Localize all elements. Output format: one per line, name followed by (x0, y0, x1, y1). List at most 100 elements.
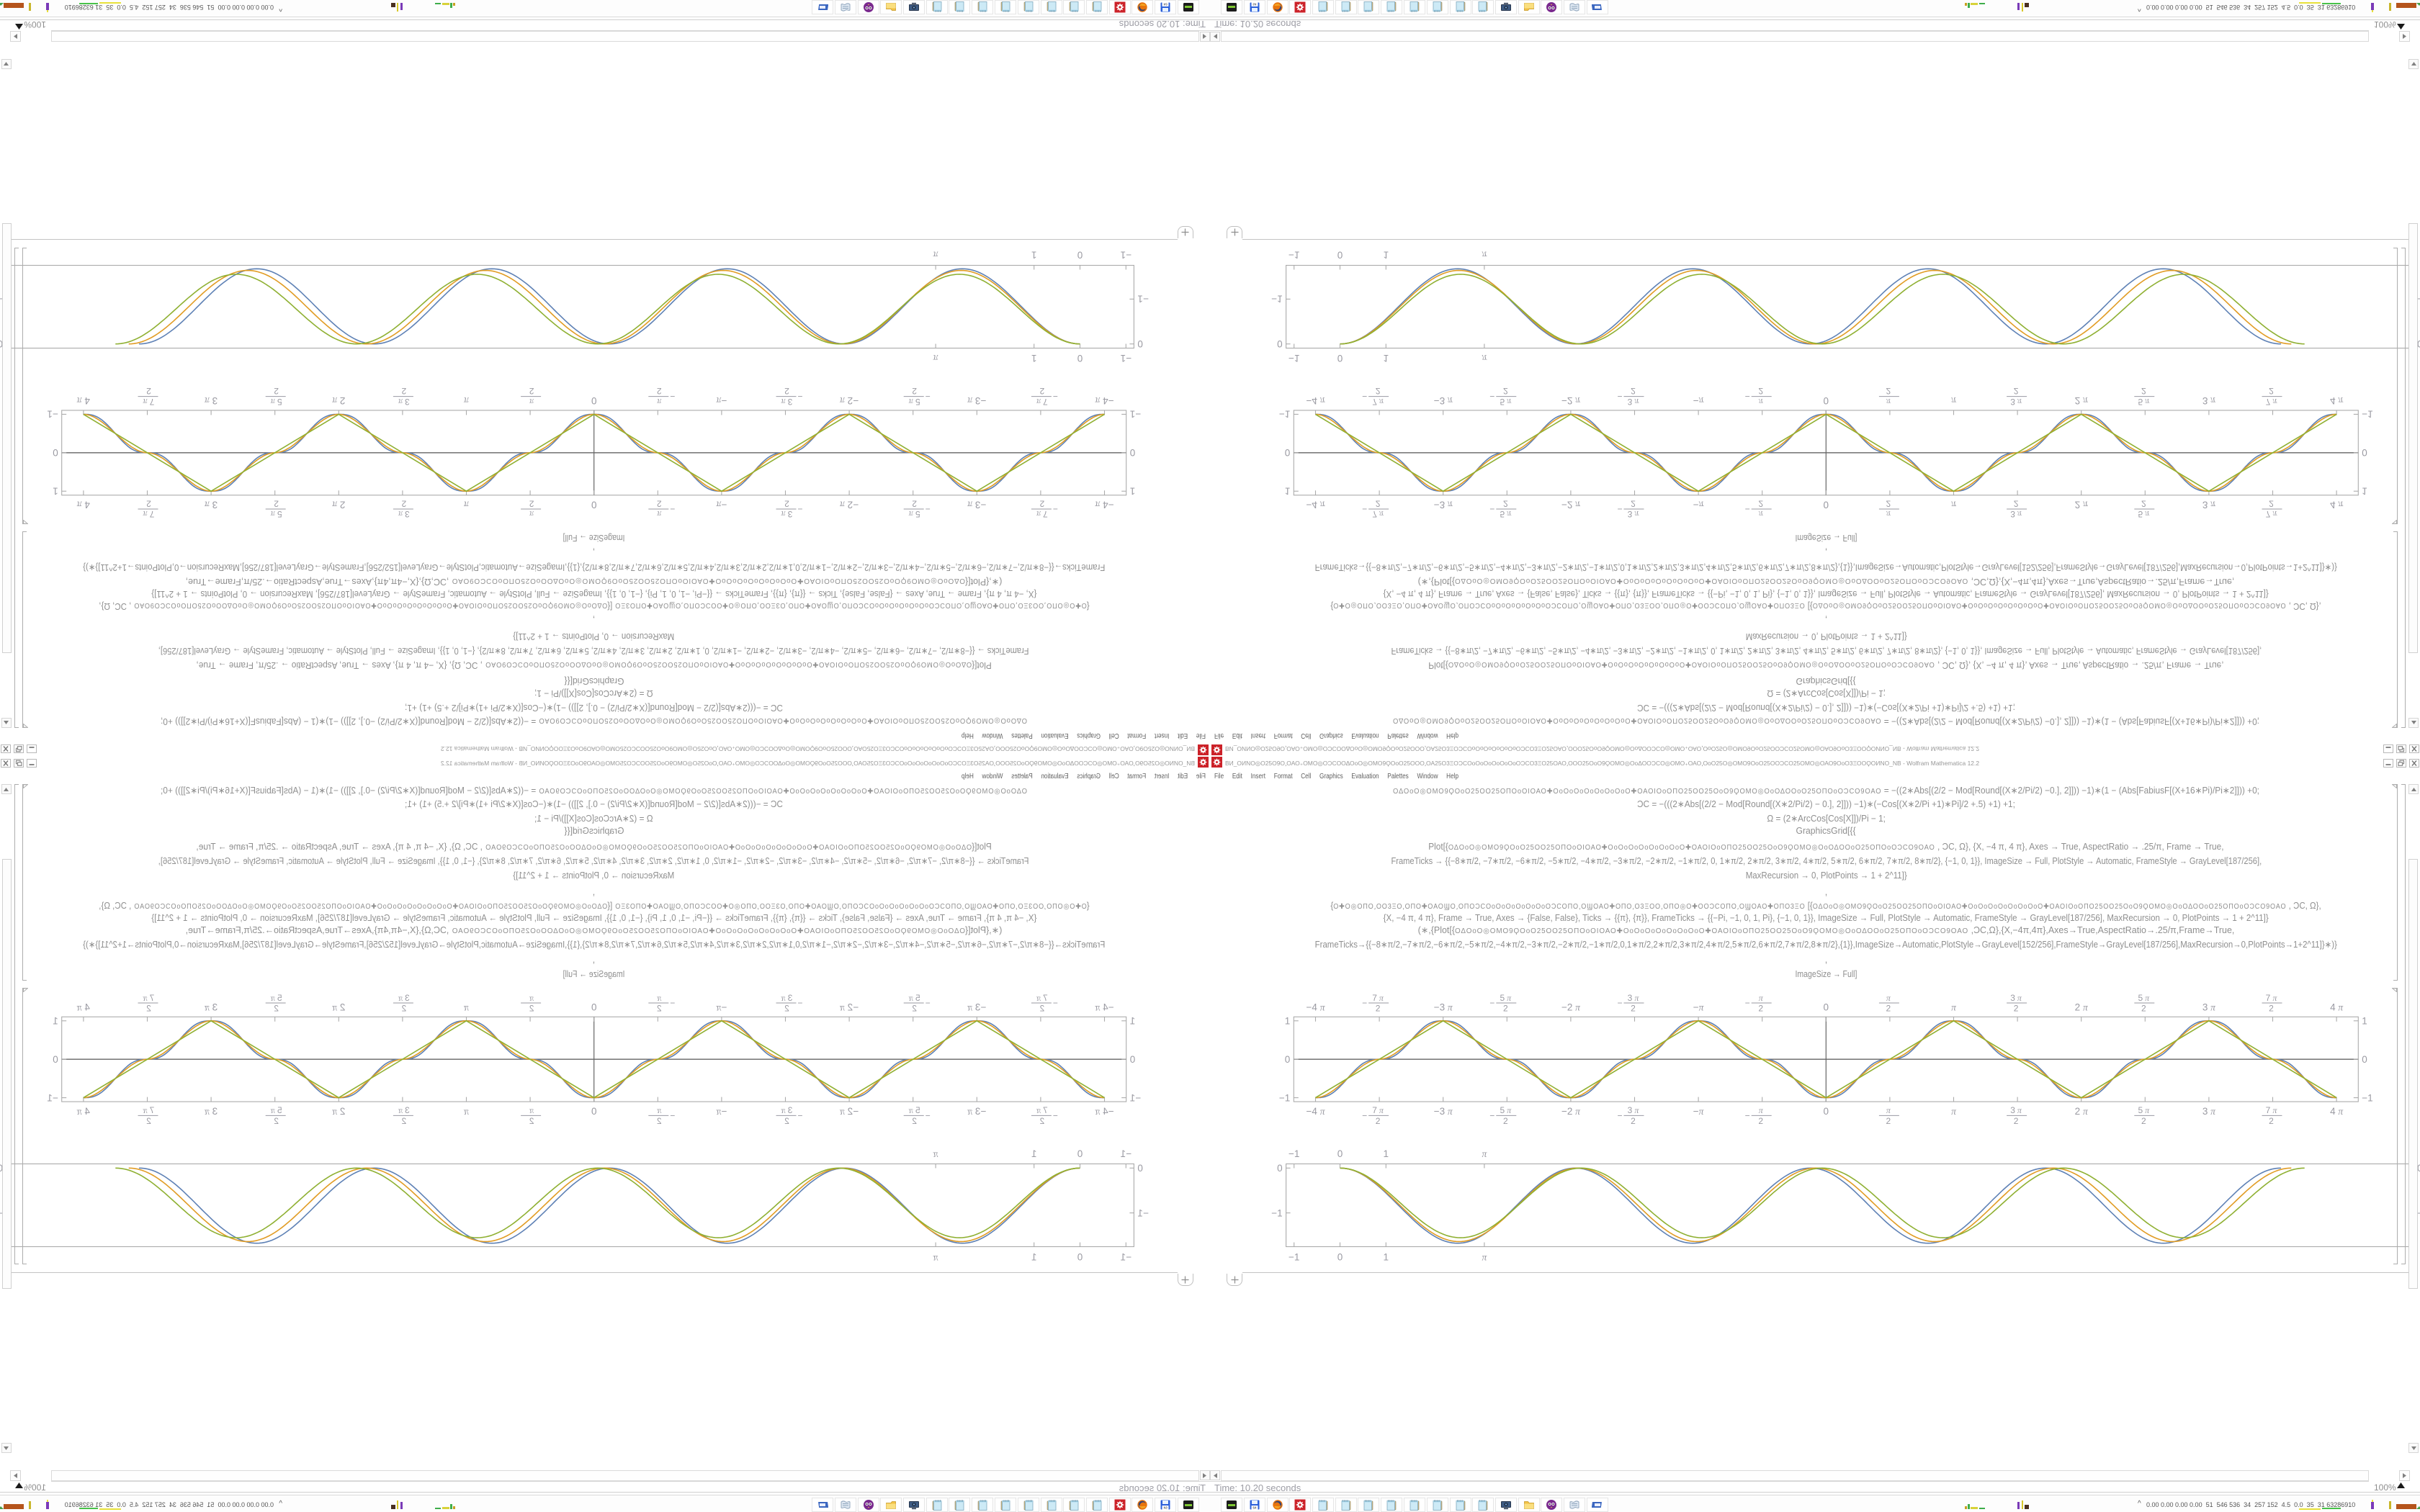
svg-text:2: 2 (657, 386, 662, 396)
svg-text:π: π (529, 397, 534, 407)
svg-text:π: π (1951, 395, 1957, 406)
svg-text:−1: −1 (47, 409, 58, 420)
svg-text:−1: −1 (2362, 409, 2372, 420)
svg-text:−π: −π (715, 395, 727, 406)
svg-text:1: 1 (1031, 1252, 1037, 1263)
svg-text:1: 1 (2362, 1016, 2367, 1027)
svg-text:−4 π: −4 π (1307, 500, 1326, 510)
svg-text:2: 2 (1039, 1116, 1044, 1126)
svg-text:2 π: 2 π (331, 395, 345, 406)
svg-text:3 π: 3 π (398, 509, 410, 519)
svg-text:5 π: 5 π (270, 509, 282, 519)
svg-text:2: 2 (657, 1116, 662, 1126)
svg-text:π: π (932, 249, 938, 260)
svg-text:3 π: 3 π (1628, 397, 1640, 407)
svg-text:0: 0 (1824, 1002, 1829, 1012)
svg-text:2: 2 (529, 499, 534, 509)
svg-text:−1: −1 (1271, 294, 1282, 305)
svg-text:2: 2 (1631, 499, 1636, 509)
svg-text:π: π (1759, 1105, 1764, 1115)
svg-text:2: 2 (1503, 499, 1508, 509)
svg-text:−1: −1 (2362, 1092, 2372, 1103)
svg-text:0: 0 (2362, 447, 2367, 458)
svg-text:5 π: 5 π (2138, 1105, 2150, 1115)
svg-text:2: 2 (912, 386, 917, 396)
svg-text:−1: −1 (1121, 353, 1131, 364)
svg-text:−1: −1 (0, 1207, 3, 1218)
svg-text:2 π: 2 π (2075, 1106, 2089, 1117)
svg-text:2: 2 (529, 1004, 534, 1014)
svg-text:−4 π: −4 π (1307, 1002, 1326, 1012)
svg-text:−: − (1617, 998, 1622, 1008)
svg-text:−: − (1489, 504, 1494, 514)
svg-text:2: 2 (1503, 1116, 1508, 1126)
svg-text:2: 2 (2014, 499, 2019, 509)
svg-text:0: 0 (0, 1163, 3, 1174)
svg-text:4 π: 4 π (2330, 395, 2344, 406)
svg-text:4 π: 4 π (76, 395, 90, 406)
svg-text:0: 0 (1130, 1054, 1136, 1065)
svg-text:3 π: 3 π (1628, 509, 1640, 519)
svg-text:3 π: 3 π (2202, 395, 2216, 406)
svg-text:7 π: 7 π (1372, 509, 1384, 519)
svg-text:0: 0 (1277, 338, 1283, 349)
svg-text:−1: −1 (1121, 1148, 1131, 1159)
svg-text:3 π: 3 π (2010, 397, 2022, 407)
svg-text:5 π: 5 π (908, 993, 920, 1003)
svg-text:−: − (1489, 998, 1494, 1008)
svg-text:−4 π: −4 π (1307, 1106, 1326, 1117)
svg-text:0: 0 (1285, 447, 1291, 458)
svg-text:3 π: 3 π (781, 993, 793, 1003)
svg-text:π: π (463, 1106, 469, 1117)
svg-text:1: 1 (53, 485, 58, 496)
svg-text:0: 0 (591, 395, 597, 406)
svg-text:3 π: 3 π (398, 397, 410, 407)
svg-text:−π: −π (1693, 395, 1705, 406)
svg-text:−2 π: −2 π (839, 395, 859, 406)
svg-text:−: − (1053, 392, 1058, 402)
svg-text:−4 π: −4 π (1094, 1106, 1113, 1117)
svg-text:2: 2 (657, 499, 662, 509)
svg-text:64: 64 (1163, 1506, 1168, 1510)
svg-text:−2 π: −2 π (839, 500, 859, 510)
svg-text:π: π (463, 1002, 469, 1012)
svg-text:−1: −1 (1279, 1092, 1290, 1103)
svg-text:0: 0 (1337, 249, 1343, 260)
svg-text:1: 1 (1384, 353, 1389, 364)
svg-text:2: 2 (1039, 386, 1044, 396)
svg-text:π: π (1951, 1106, 1957, 1117)
svg-text:π: π (463, 395, 469, 406)
svg-text:2: 2 (784, 386, 789, 396)
svg-text:−2 π: −2 π (1561, 395, 1581, 406)
svg-text:0: 0 (1077, 1148, 1083, 1159)
svg-text:2: 2 (1039, 1004, 1044, 1014)
svg-text:−: − (926, 392, 931, 402)
svg-text:−1: −1 (1279, 409, 1290, 420)
svg-text:π: π (932, 1148, 938, 1159)
svg-text:3 π: 3 π (781, 1105, 793, 1115)
svg-text:−1: −1 (1130, 409, 1141, 420)
svg-text:2: 2 (1503, 1004, 1508, 1014)
svg-text:2 π: 2 π (2075, 500, 2089, 510)
svg-text:−4 π: −4 π (1094, 1002, 1113, 1012)
svg-text:3 π: 3 π (2202, 500, 2216, 510)
svg-text:π: π (529, 993, 534, 1003)
svg-text:2: 2 (2141, 1116, 2146, 1126)
svg-text:2: 2 (401, 1116, 406, 1126)
svg-text:−: − (670, 1110, 675, 1120)
svg-text:−: − (1489, 1110, 1494, 1120)
svg-text:−1: −1 (1289, 249, 1299, 260)
svg-text:0: 0 (1077, 1252, 1083, 1263)
svg-text:−: − (1053, 1110, 1058, 1120)
svg-text:−: − (1617, 504, 1622, 514)
svg-text:−: − (1362, 392, 1367, 402)
svg-text:−3 π: −3 π (967, 395, 986, 406)
svg-text:2 π: 2 π (331, 1002, 345, 1012)
svg-text:7 π: 7 π (143, 993, 155, 1003)
svg-text:−3 π: −3 π (1434, 1002, 1453, 1012)
svg-text:1: 1 (1384, 1252, 1389, 1263)
svg-text:2: 2 (912, 1004, 917, 1014)
svg-text:5 π: 5 π (908, 509, 920, 519)
svg-text:2: 2 (2269, 499, 2274, 509)
svg-text:−: − (1745, 392, 1750, 402)
